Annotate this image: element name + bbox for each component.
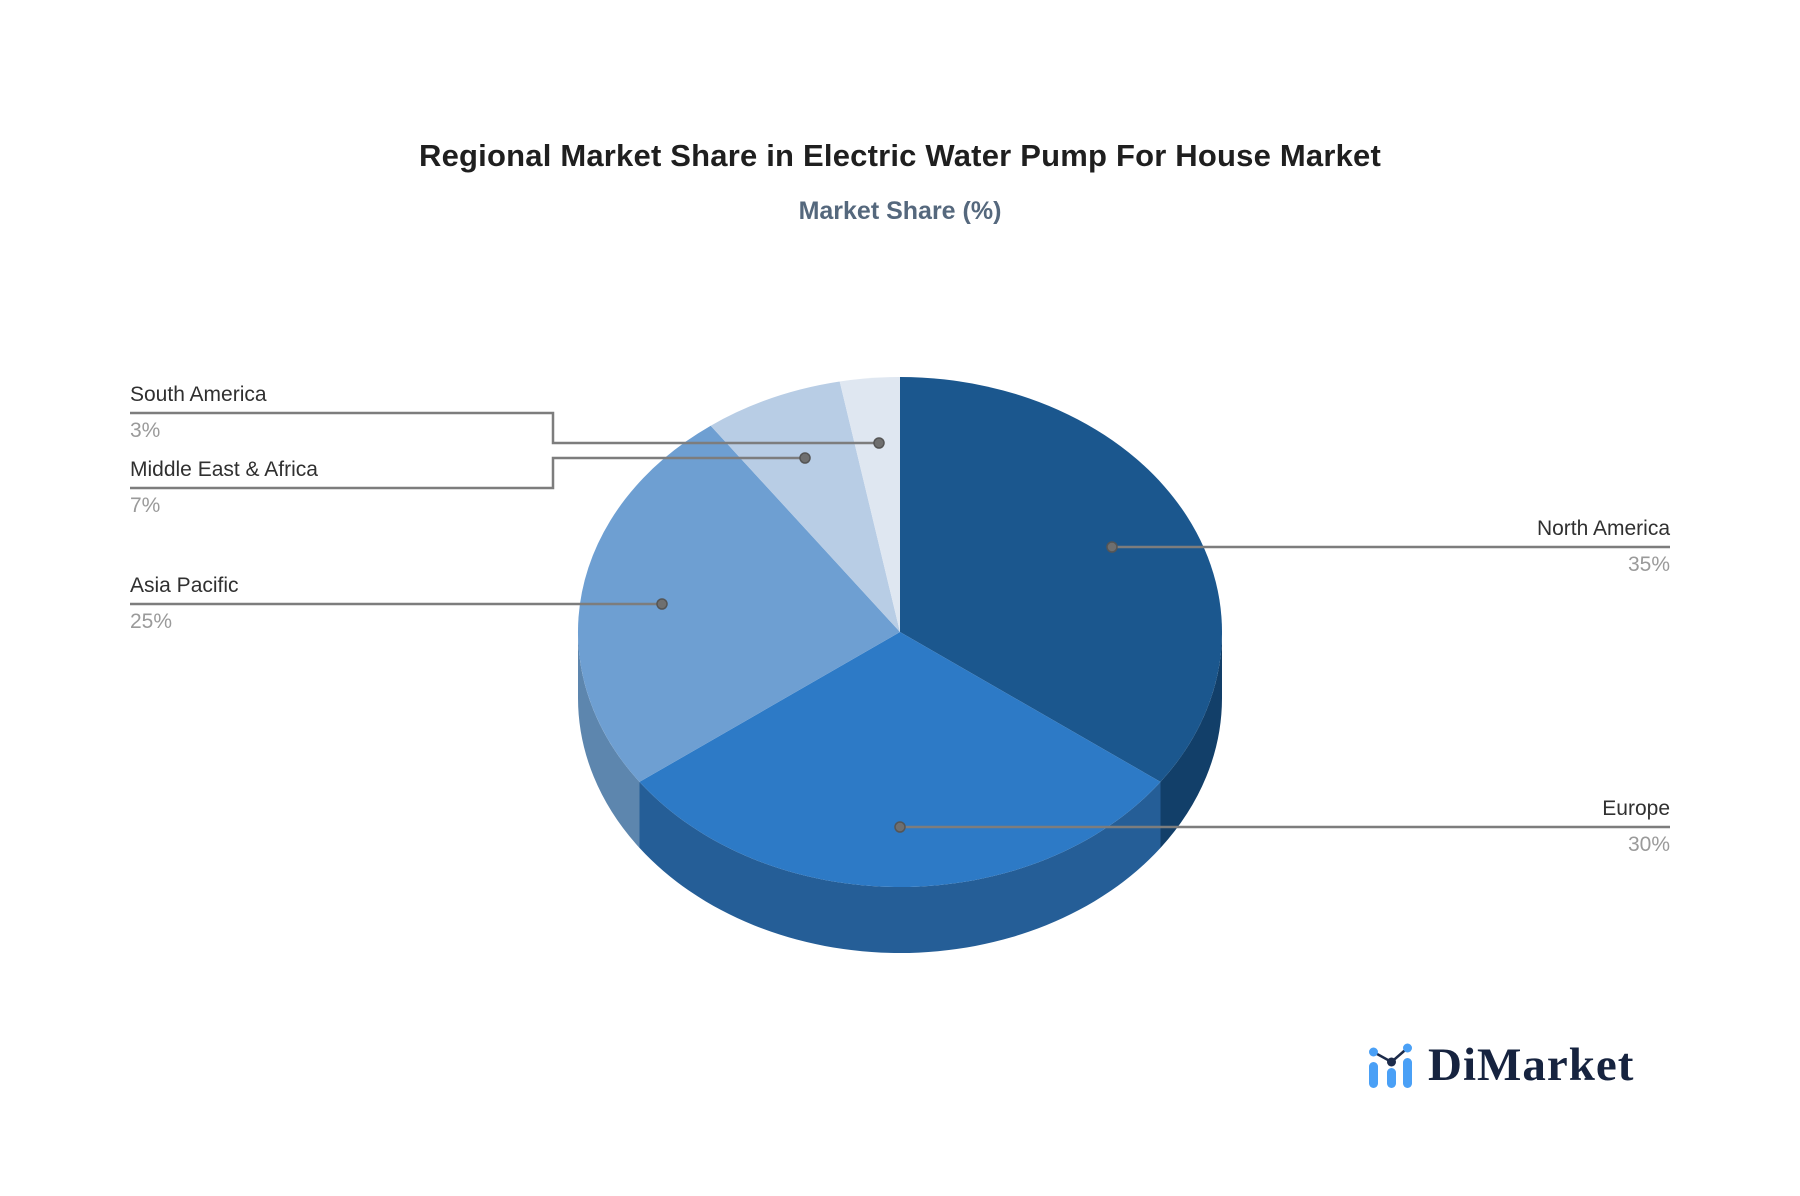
chart-subtitle: Market Share (%) xyxy=(798,197,1002,225)
callout-label-europe: Europe xyxy=(1602,797,1670,820)
callout-value-europe: 30% xyxy=(1627,833,1670,856)
pie-slice-north-america[interactable] xyxy=(900,377,1223,782)
leader-dot-south-america xyxy=(873,437,885,449)
pie-slice-asia-pacific[interactable] xyxy=(577,425,900,782)
callout-label-south-america: South America xyxy=(130,383,267,406)
callout-value-middle-east-africa: 7% xyxy=(130,494,161,517)
leader-line-south-america xyxy=(130,411,879,445)
chart-title: Regional Market Share in Electric Water … xyxy=(419,138,1381,173)
pie-side-asia-pacific xyxy=(577,632,640,848)
leader-dot-asia-pacific xyxy=(656,598,668,610)
pie-side-north-america xyxy=(1160,632,1223,848)
callout-value-asia-pacific: 25% xyxy=(130,610,173,633)
leader-dot-europe xyxy=(894,821,906,833)
callout-value-south-america: 3% xyxy=(130,419,161,442)
callout-value-north-america: 35% xyxy=(1627,553,1670,576)
pie-slice-south-america[interactable] xyxy=(839,377,900,632)
pie-side-europe xyxy=(639,781,1161,954)
pie-slice-europe[interactable] xyxy=(639,632,1161,888)
dimarket-logo: DiMarket xyxy=(1366,1038,1634,1094)
leader-line-middle-east-africa xyxy=(130,456,805,490)
callout-label-middle-east-africa: Middle East & Africa xyxy=(130,458,318,481)
callout-label-asia-pacific: Asia Pacific xyxy=(130,574,239,597)
leader-dot-middle-east-africa xyxy=(799,452,811,464)
dimarket-logo-icon xyxy=(1369,1043,1412,1088)
leader-dot-north-america xyxy=(1106,541,1118,553)
dimarket-logo-text: DiMarket xyxy=(1428,1039,1635,1091)
callout-label-north-america: North America xyxy=(1536,517,1670,540)
